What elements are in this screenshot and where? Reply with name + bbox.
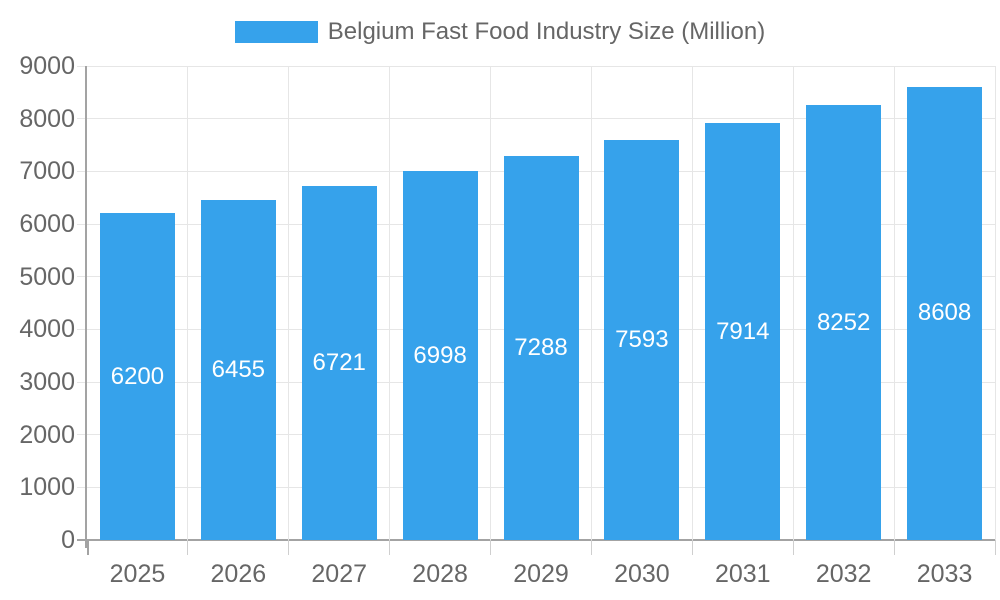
y-tick-mark [77, 223, 87, 225]
x-tick-mark [288, 540, 290, 555]
gridline-vertical [187, 66, 189, 540]
y-tick-label: 2000 [19, 420, 75, 449]
y-tick-mark [77, 276, 87, 278]
bar-2027[interactable]: 6721 [301, 186, 377, 540]
bar-value-label: 6721 [312, 349, 366, 377]
x-tick-label: 2032 [815, 560, 872, 588]
gridline-vertical [490, 66, 492, 540]
legend-swatch-icon [234, 21, 318, 43]
x-tick-mark [490, 540, 492, 555]
y-tick-label: 1000 [19, 473, 75, 502]
bar-2033[interactable]: 8608 [907, 86, 983, 540]
x-tick-mark [187, 540, 189, 555]
x-tick-label: 2031 [714, 560, 771, 588]
x-tick-label: 2033 [916, 560, 973, 588]
bar-value-label: 6455 [211, 356, 266, 384]
x-tick-mark [590, 540, 592, 555]
x-tick-mark [691, 540, 693, 555]
bar-value-label: 8608 [917, 299, 972, 327]
x-tick-label: 2026 [210, 560, 267, 588]
bar-2031[interactable]: 7914 [705, 123, 781, 540]
x-tick-mark [389, 540, 391, 555]
x-tick-mark [893, 540, 895, 555]
legend-label: Belgium Fast Food Industry Size (Million… [327, 18, 766, 45]
bar-2029[interactable]: 7288 [503, 156, 579, 540]
y-axis-line [85, 66, 87, 548]
gridline-vertical [893, 66, 895, 540]
gridline-vertical [792, 66, 794, 540]
x-tick-mark [994, 540, 996, 555]
gridline-vertical [691, 66, 693, 540]
y-tick-mark [77, 118, 87, 120]
bar-2025[interactable]: 6200 [99, 213, 175, 540]
bar-2026[interactable]: 6455 [200, 200, 276, 540]
bar-2032[interactable]: 8252 [806, 105, 882, 540]
y-tick-mark [77, 486, 87, 488]
y-tick-label: 8000 [19, 104, 75, 133]
x-tick-label: 2025 [109, 560, 166, 588]
x-tick-label: 2027 [311, 560, 368, 588]
x-axis-line [87, 539, 995, 541]
x-tick-label: 2030 [614, 560, 670, 588]
x-tick-mark [86, 540, 89, 555]
bar-value-label: 6998 [413, 341, 467, 369]
bar-value-label: 7593 [615, 326, 669, 354]
y-tick-label: 6000 [19, 210, 75, 238]
bar-2028[interactable]: 6998 [402, 171, 478, 540]
legend-item[interactable]: Belgium Fast Food Industry Size (Million… [0, 18, 1000, 46]
y-tick-mark [77, 434, 87, 436]
gridline-vertical [994, 66, 996, 540]
bar-value-label: 7914 [716, 317, 770, 345]
plot-area: 0 1000 2000 3000 4000 5000 6000 7000 8000 9000 620… [19, 52, 996, 588]
gridline-vertical [590, 66, 592, 540]
gridline-vertical [389, 66, 391, 540]
y-tick-mark [77, 381, 87, 383]
x-tick-mark [792, 540, 794, 555]
gridline-vertical [288, 66, 290, 540]
gridline-horizontal [87, 118, 995, 120]
y-tick-label: 7000 [19, 157, 75, 186]
bar-value-label: 7288 [514, 334, 568, 362]
y-tick-mark [77, 170, 87, 172]
bar-2030[interactable]: 7593 [604, 140, 680, 540]
gridline-horizontal [87, 65, 995, 67]
y-tick-label: 5000 [19, 262, 75, 291]
x-tick-label: 2028 [412, 560, 468, 588]
bar-value-label: 8252 [816, 308, 871, 336]
y-tick-mark [77, 328, 87, 330]
bar-value-label: 6200 [110, 362, 165, 390]
y-tick-label: 9000 [19, 52, 75, 80]
x-tick-label: 2029 [513, 560, 569, 588]
y-tick-label: 3000 [19, 368, 75, 396]
y-tick-label: 0 [61, 526, 75, 554]
y-tick-mark [77, 65, 87, 67]
y-tick-mark [77, 539, 87, 541]
y-tick-label: 4000 [19, 315, 75, 344]
